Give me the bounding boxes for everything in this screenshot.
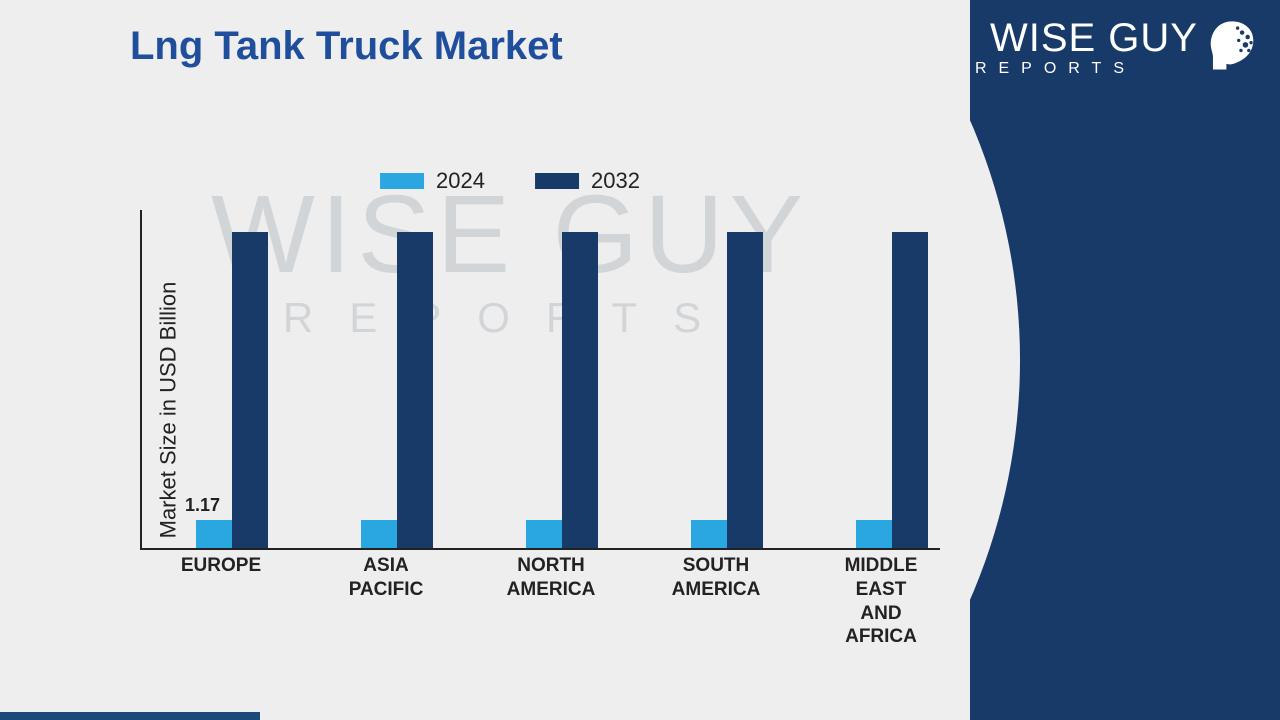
- category-label: ASIAPACIFIC: [311, 554, 461, 602]
- bar-2024: [361, 520, 397, 548]
- bar-2024: [691, 520, 727, 548]
- brand-main-text: WISE GUY: [975, 18, 1198, 58]
- brand-head-icon: [1204, 18, 1260, 74]
- category-label: SOUTHAMERICA: [641, 554, 791, 602]
- bar-group: [352, 232, 442, 548]
- bar-group: [847, 232, 937, 548]
- bar-2032: [727, 232, 763, 548]
- chart-container: Market Size in USD Billion 2024 2032 1.1…: [70, 150, 950, 670]
- legend-swatch-2032: [535, 173, 579, 189]
- bar-group: [517, 232, 607, 548]
- legend-item-2032: 2032: [535, 168, 640, 194]
- bar-2032: [397, 232, 433, 548]
- brand-logo: WISE GUY REPORTS: [980, 18, 1260, 78]
- legend-swatch-2024: [380, 173, 424, 189]
- page-root: WISE GUY REPORTS Lng Tank Truck Market W…: [0, 0, 1280, 720]
- category-label: EUROPE: [146, 554, 296, 578]
- bottom-accent-strip: [0, 712, 260, 720]
- brand-sub-text: REPORTS: [975, 60, 1136, 78]
- legend-label-2024: 2024: [436, 168, 485, 194]
- bar-group: [682, 232, 772, 548]
- legend-label-2032: 2032: [591, 168, 640, 194]
- category-label: NORTHAMERICA: [476, 554, 626, 602]
- bar-2032: [232, 232, 268, 548]
- page-title: Lng Tank Truck Market: [130, 24, 563, 69]
- bar-2024: [856, 520, 892, 548]
- bar-2024: [526, 520, 562, 548]
- bar-2032: [892, 232, 928, 548]
- chart-plot-area: 1.17: [140, 210, 940, 550]
- chart-legend: 2024 2032: [380, 168, 640, 194]
- bar-value-label: 1.17: [185, 495, 220, 516]
- category-label: MIDDLEEASTANDAFRICA: [806, 554, 956, 649]
- bar-2032: [562, 232, 598, 548]
- bar-2024: [196, 520, 232, 548]
- legend-item-2024: 2024: [380, 168, 485, 194]
